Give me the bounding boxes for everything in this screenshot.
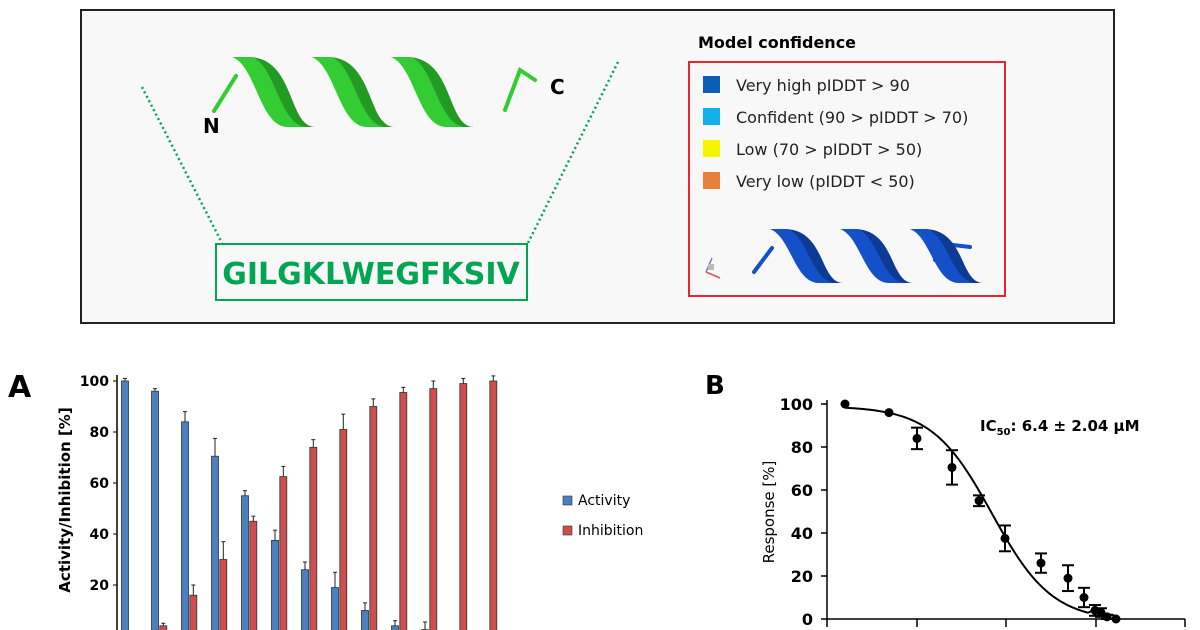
legend-title: Model confidence xyxy=(698,33,856,52)
legend-item-label: Very low (pIDDT < 50) xyxy=(736,172,915,191)
c-terminus-label: C xyxy=(550,75,565,99)
data-point xyxy=(1111,614,1121,624)
bar-inhibition xyxy=(399,392,408,630)
dotted-guide-right xyxy=(526,61,620,244)
bar-activity xyxy=(181,421,189,630)
data-point xyxy=(884,408,894,418)
y-tick-label: 60 xyxy=(90,476,110,492)
helix-front-ribbon xyxy=(232,57,308,127)
y-tick-label: 40 xyxy=(791,524,813,543)
bar-inhibition xyxy=(369,406,378,630)
bar-inhibition xyxy=(249,520,258,630)
helix-front-ribbon xyxy=(910,229,977,283)
bar-activity xyxy=(391,625,399,630)
bar-inhibition xyxy=(159,625,168,630)
confidence-legend-box xyxy=(688,61,1006,297)
data-point xyxy=(1079,593,1089,602)
data-point xyxy=(1063,573,1073,583)
bar-activity xyxy=(331,587,339,630)
legend-item-label: Very high pIDDT > 90 xyxy=(736,76,910,95)
fit-curve xyxy=(844,406,1116,617)
helix-front-ribbon xyxy=(840,229,907,283)
data-point xyxy=(1036,558,1046,568)
panel-b-label: B xyxy=(705,371,725,401)
data-point xyxy=(1102,612,1112,622)
y-tick-label: 40 xyxy=(90,527,110,543)
ic50-annotation: IC50: 6.4 ± 2.04 µM xyxy=(980,417,1140,438)
y-tick-label: 80 xyxy=(791,438,813,457)
helix-tail-n xyxy=(212,74,238,113)
confidence-helix-model xyxy=(752,229,984,283)
chart-a-y-axis-label: Activity/Inhibition [%] xyxy=(56,407,74,592)
bar-inhibition xyxy=(279,476,288,630)
data-point xyxy=(840,399,850,409)
legend-item-label: Low (70 > pIDDT > 50) xyxy=(736,140,922,159)
legend-label-activity: Activity xyxy=(578,493,630,509)
bar-inhibition xyxy=(219,559,228,630)
bar-activity xyxy=(211,455,219,630)
bar-inhibition xyxy=(339,429,348,630)
bar-activity xyxy=(151,390,159,630)
y-tick-label: 20 xyxy=(791,567,813,586)
n-terminus-label: N xyxy=(203,114,220,138)
data-point xyxy=(1000,533,1010,543)
sequence-box xyxy=(215,243,528,301)
dose-response-chart: 0 20 40 60 80 100 xyxy=(780,395,1186,629)
data-point xyxy=(974,496,984,506)
peptide-helix-model xyxy=(212,57,537,127)
panel-a-label: A xyxy=(8,370,32,405)
legend-swatch-inhibition xyxy=(562,525,573,536)
legend-item-label: Confident (90 > pIDDT > 70) xyxy=(736,108,968,127)
helix-front-ribbon xyxy=(311,57,387,127)
legend-swatch xyxy=(703,108,720,125)
activity-inhibition-bar-chart: 020406080100ActivityInhibition xyxy=(80,374,643,630)
axes-orientation-icon xyxy=(705,257,721,279)
y-tick-label: 60 xyxy=(791,481,813,500)
peptide-sequence: GILGKLWEGFKSIV xyxy=(222,257,520,292)
dotted-guide-left xyxy=(140,86,224,244)
legend-label-inhibition: Inhibition xyxy=(578,523,643,539)
bar-inhibition xyxy=(429,388,438,630)
y-tick-label: 20 xyxy=(90,578,110,594)
y-tick-label: 0 xyxy=(802,610,813,629)
chart-b-y-axis-label: Response [%] xyxy=(760,461,778,564)
helix-front-ribbon xyxy=(770,229,837,283)
legend-swatch xyxy=(703,172,720,189)
confidence-legend: Very high pIDDT > 90 Confident (90 > pIDD… xyxy=(703,76,968,191)
bar-activity xyxy=(271,539,279,630)
bar-inhibition xyxy=(189,594,198,630)
structure-panel: N C GILGKLWEGFKSIV Model confidence Very… xyxy=(80,9,1115,324)
legend-swatch xyxy=(703,140,720,157)
y-tick-label: 100 xyxy=(780,395,813,414)
helix-tail-n xyxy=(752,246,774,274)
bar-activity xyxy=(361,610,369,630)
bar-inhibition xyxy=(489,380,498,630)
bar-inhibition xyxy=(459,383,468,630)
legend-swatch-activity xyxy=(562,495,573,506)
bar-inhibition xyxy=(309,446,318,630)
legend-swatch xyxy=(703,76,720,93)
bar-activity xyxy=(121,380,129,630)
y-tick-label: 80 xyxy=(90,425,110,441)
bar-activity xyxy=(301,569,309,630)
helix-front-ribbon xyxy=(390,57,467,127)
data-point xyxy=(947,462,957,472)
helix-tail-c xyxy=(503,66,537,112)
bar-activity xyxy=(241,495,249,630)
data-point xyxy=(912,433,922,443)
y-tick-label: 100 xyxy=(80,374,109,390)
